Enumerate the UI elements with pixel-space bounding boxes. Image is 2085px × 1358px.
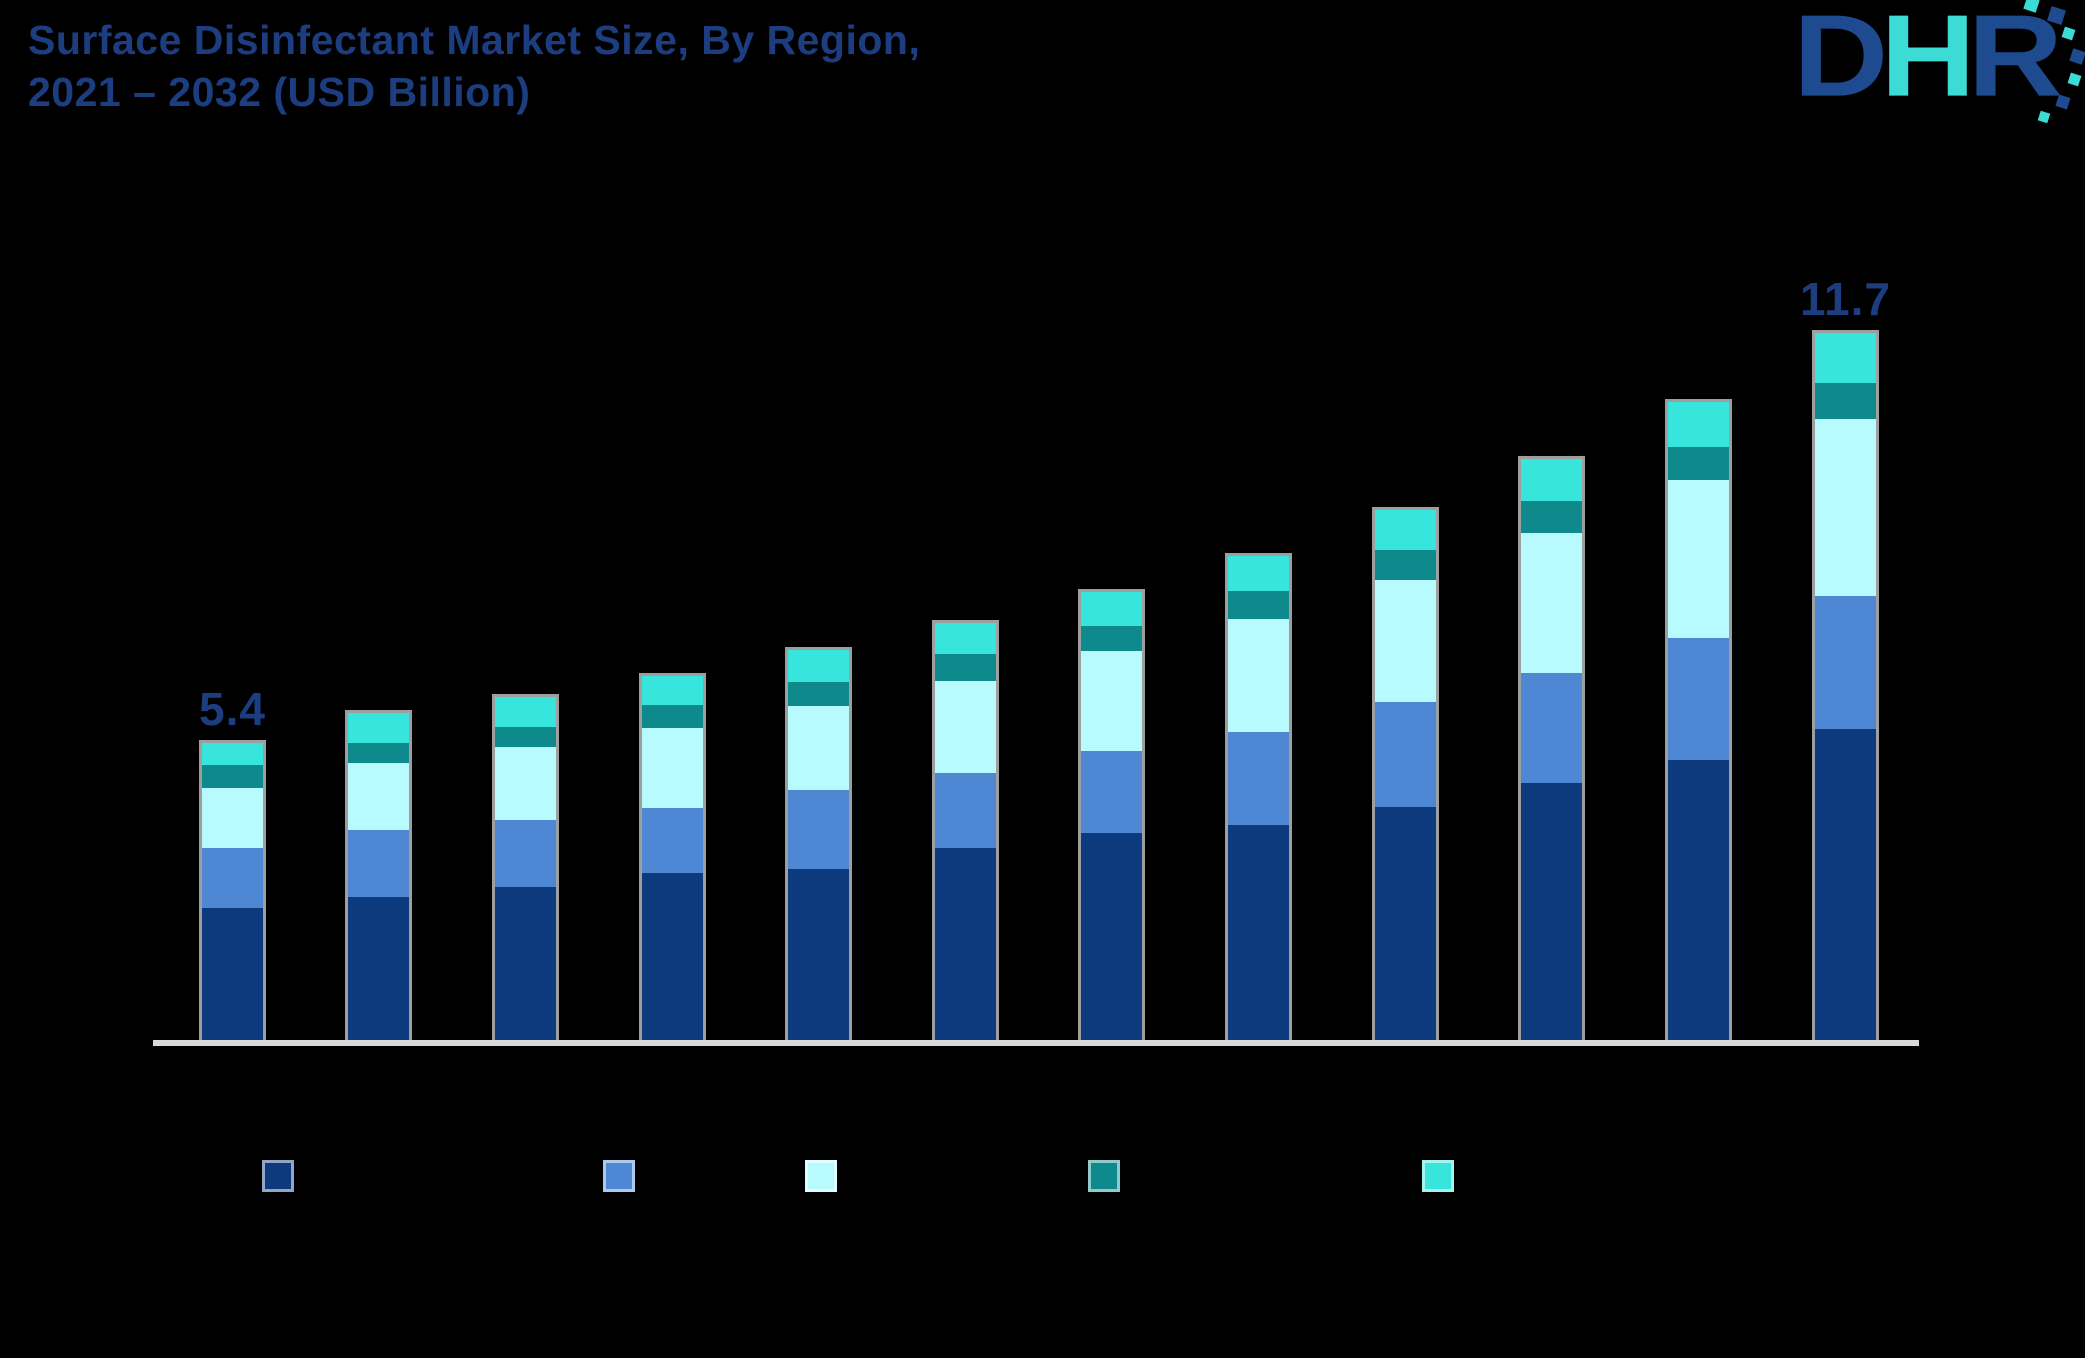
segment-1-bottom-navy bbox=[1375, 807, 1436, 1040]
segment-5-turquoise bbox=[202, 743, 263, 765]
legend-chip-segment-4-dark-teal bbox=[1088, 1160, 1120, 1192]
segment-1-bottom-navy bbox=[1521, 783, 1582, 1040]
segment-2-medium-blue bbox=[1228, 732, 1289, 825]
chart-title-line1: Surface Disinfectant Market Size, By Reg… bbox=[28, 17, 921, 63]
bar-2030 bbox=[1518, 456, 1585, 1040]
segment-1-bottom-navy bbox=[495, 887, 556, 1040]
segment-4-dark-teal bbox=[1521, 501, 1582, 533]
chart-title: Surface Disinfectant Market Size, By Reg… bbox=[28, 14, 920, 118]
segment-4-dark-teal bbox=[1815, 383, 1876, 419]
bar-2028 bbox=[1225, 553, 1292, 1040]
segment-3-pale-cyan bbox=[495, 747, 556, 820]
segment-4-dark-teal bbox=[1375, 550, 1436, 580]
legend-chip-segment-5-turquoise bbox=[1422, 1160, 1454, 1192]
logo-dot bbox=[2069, 48, 2085, 65]
logo-dots-arc bbox=[1997, 0, 2085, 130]
segment-5-turquoise bbox=[1815, 333, 1876, 383]
segment-3-pale-cyan bbox=[202, 788, 263, 848]
segment-3-pale-cyan bbox=[935, 681, 996, 773]
segment-1-bottom-navy bbox=[1668, 760, 1729, 1040]
segment-3-pale-cyan bbox=[1521, 533, 1582, 673]
segment-4-dark-teal bbox=[935, 654, 996, 681]
segment-1-bottom-navy bbox=[1815, 729, 1876, 1040]
segment-1-bottom-navy bbox=[935, 848, 996, 1040]
chart-title-line2: 2021 – 2032 (USD Billion) bbox=[28, 69, 531, 115]
legend-chip-segment-3-pale-cyan bbox=[805, 1160, 837, 1192]
segment-2-medium-blue bbox=[1521, 673, 1582, 783]
segment-2-medium-blue bbox=[202, 848, 263, 908]
segment-3-pale-cyan bbox=[1668, 480, 1729, 638]
segment-5-turquoise bbox=[1668, 402, 1729, 447]
segment-5-turquoise bbox=[1228, 556, 1289, 591]
bar-2022 bbox=[345, 710, 412, 1040]
segment-4-dark-teal bbox=[202, 765, 263, 788]
logo-dot bbox=[2055, 94, 2071, 110]
segment-1-bottom-navy bbox=[1228, 825, 1289, 1040]
segment-3-pale-cyan bbox=[1228, 619, 1289, 732]
segment-2-medium-blue bbox=[788, 790, 849, 869]
bar-2029 bbox=[1372, 507, 1439, 1040]
logo-dot bbox=[2023, 0, 2040, 13]
bar-2027 bbox=[1078, 589, 1145, 1040]
segment-1-bottom-navy bbox=[348, 897, 409, 1040]
segment-2-medium-blue bbox=[1081, 751, 1142, 833]
segment-4-dark-teal bbox=[348, 743, 409, 763]
segment-2-medium-blue bbox=[1375, 702, 1436, 807]
bar-2031 bbox=[1665, 399, 1732, 1040]
dhr-logo: DHR bbox=[1793, 0, 2063, 122]
legend-chip-segment-1-bottom-navy bbox=[262, 1160, 294, 1192]
logo-dot bbox=[2061, 26, 2076, 41]
segment-5-turquoise bbox=[1081, 592, 1142, 626]
bar-2023 bbox=[492, 694, 559, 1040]
segment-5-turquoise bbox=[935, 623, 996, 654]
segment-5-turquoise bbox=[788, 650, 849, 682]
segment-4-dark-teal bbox=[1228, 591, 1289, 619]
segment-2-medium-blue bbox=[348, 830, 409, 897]
segment-3-pale-cyan bbox=[348, 763, 409, 830]
segment-3-pale-cyan bbox=[788, 706, 849, 790]
bar-value-label-2021: 5.4 bbox=[199, 683, 266, 735]
segment-3-pale-cyan bbox=[1375, 580, 1436, 702]
bar-value-label-2032: 11.7 bbox=[1800, 273, 1891, 325]
segment-4-dark-teal bbox=[1081, 626, 1142, 651]
x-axis-line bbox=[153, 1040, 1919, 1046]
logo-dot bbox=[2047, 6, 2066, 25]
segment-5-turquoise bbox=[1375, 510, 1436, 550]
segment-1-bottom-navy bbox=[642, 873, 703, 1040]
segment-2-medium-blue bbox=[642, 808, 703, 873]
logo-letter-h: H bbox=[1880, 0, 1975, 121]
segment-3-pale-cyan bbox=[1815, 419, 1876, 596]
segment-2-medium-blue bbox=[1668, 638, 1729, 760]
segment-2-medium-blue bbox=[495, 820, 556, 887]
bar-2032 bbox=[1812, 330, 1879, 1040]
legend-chip-segment-2-medium-blue bbox=[603, 1160, 635, 1192]
segment-2-medium-blue bbox=[935, 773, 996, 848]
segment-1-bottom-navy bbox=[788, 869, 849, 1040]
segment-5-turquoise bbox=[1521, 459, 1582, 501]
segment-5-turquoise bbox=[348, 713, 409, 743]
segment-3-pale-cyan bbox=[1081, 651, 1142, 751]
logo-letter-d: D bbox=[1793, 0, 1888, 121]
segment-4-dark-teal bbox=[1668, 447, 1729, 480]
segment-1-bottom-navy bbox=[202, 908, 263, 1040]
bar-2024 bbox=[639, 673, 706, 1040]
segment-5-turquoise bbox=[495, 697, 556, 727]
segment-4-dark-teal bbox=[642, 705, 703, 728]
logo-dot bbox=[2037, 110, 2051, 124]
segment-1-bottom-navy bbox=[1081, 833, 1142, 1040]
segment-3-pale-cyan bbox=[642, 728, 703, 808]
bar-2021 bbox=[199, 740, 266, 1040]
bar-2026 bbox=[932, 620, 999, 1040]
segment-2-medium-blue bbox=[1815, 596, 1876, 729]
segment-5-turquoise bbox=[642, 676, 703, 705]
segment-4-dark-teal bbox=[495, 727, 556, 747]
bar-2025 bbox=[785, 647, 852, 1040]
logo-dot bbox=[2067, 72, 2082, 87]
segment-4-dark-teal bbox=[788, 682, 849, 706]
